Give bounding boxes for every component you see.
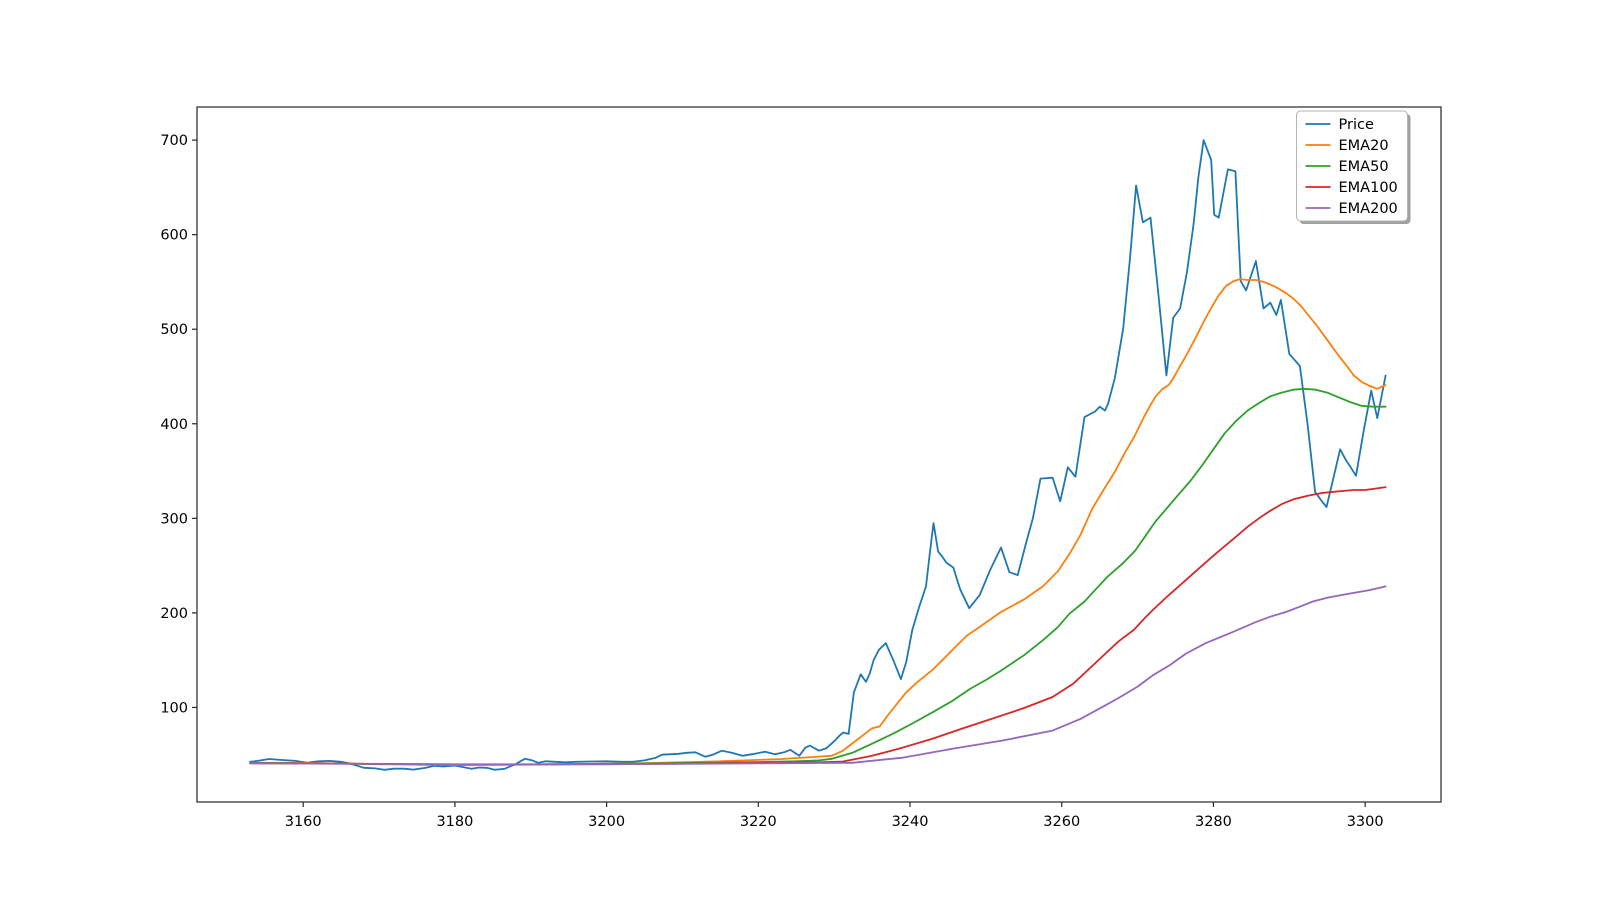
y-tick-label: 600 [160, 228, 188, 244]
x-tick-label: 3280 [1195, 814, 1232, 830]
legend: Price EMA20 EMA50 EMA100 EMA200 [1296, 110, 1411, 224]
price-line [249, 139, 1387, 771]
y-axis: 100 200 300 400 500 600 700 [160, 133, 197, 716]
x-axis: 3160 3180 3200 3220 3240 3260 3280 3300 [285, 802, 1384, 830]
legend-entry-ema20: EMA20 [1305, 138, 1389, 154]
y-tick-label: 300 [160, 511, 188, 527]
legend-label: EMA100 [1339, 180, 1398, 196]
ema100-line [249, 486, 1387, 766]
legend-entry-ema200: EMA200 [1305, 201, 1398, 217]
y-tick-label: 500 [160, 322, 188, 338]
y-tick-label: 100 [160, 700, 188, 716]
legend-label: Price [1339, 117, 1374, 133]
legend-entry-price: Price [1305, 117, 1374, 133]
x-tick-label: 3240 [892, 814, 929, 830]
legend-label: EMA200 [1339, 201, 1398, 217]
legend-entry-ema50: EMA50 [1305, 159, 1389, 175]
y-tick-label: 400 [160, 417, 188, 433]
y-tick-label: 200 [160, 606, 188, 622]
legend-box [1296, 110, 1408, 222]
plot-border [196, 106, 1442, 803]
x-tick-label: 3180 [436, 814, 473, 830]
x-tick-label: 3260 [1043, 814, 1080, 830]
legend-label: EMA50 [1339, 159, 1389, 175]
x-tick-label: 3220 [740, 814, 777, 830]
ema50-line [249, 387, 1387, 766]
ema200-line [249, 585, 1387, 766]
x-tick-label: 3200 [588, 814, 625, 830]
x-tick-label: 3300 [1347, 814, 1384, 830]
y-tick-label: 700 [160, 133, 188, 149]
legend-entry-ema100: EMA100 [1305, 180, 1398, 196]
legend-label: EMA20 [1339, 138, 1389, 154]
ema20-line [249, 278, 1387, 766]
x-tick-label: 3160 [285, 814, 322, 830]
